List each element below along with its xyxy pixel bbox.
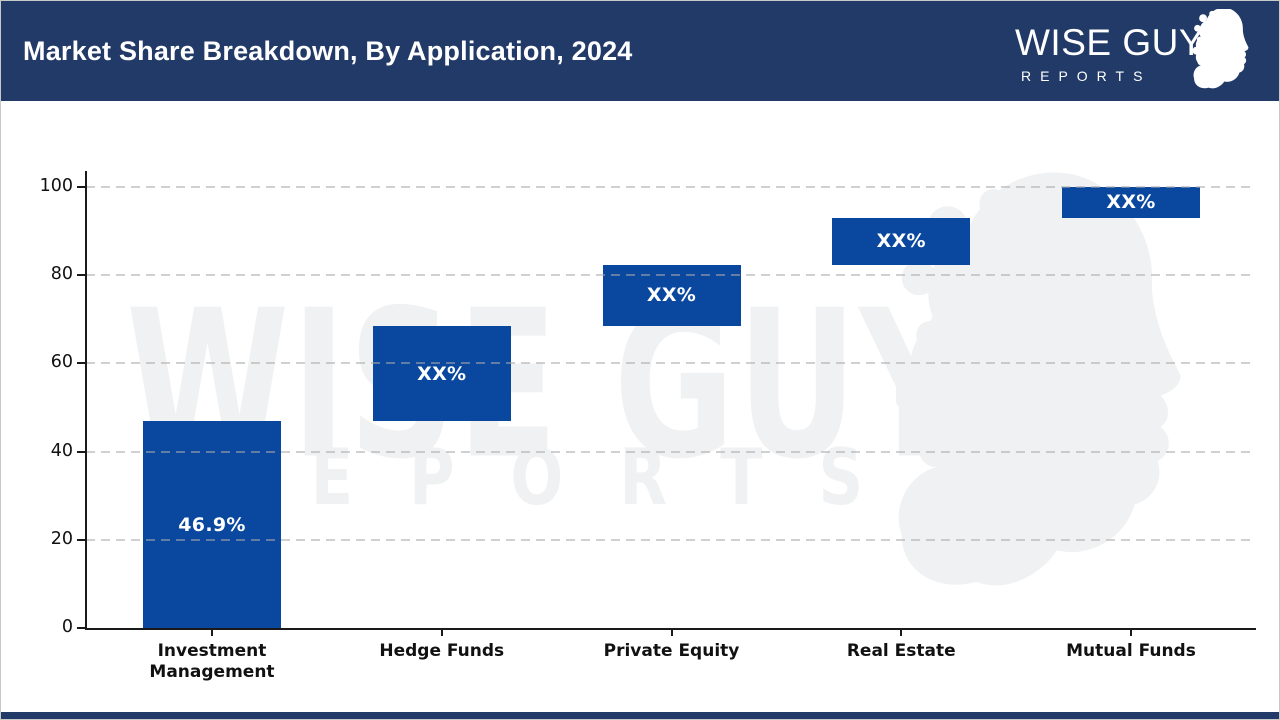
wiseguy-logo: WISE GUY REPORTS [1015,9,1249,89]
y-tick-40 [77,450,85,453]
x-tick [211,629,213,636]
y-tick-60 [77,362,85,365]
category-label: Real Estate [846,641,956,661]
bar-segment: XX% [832,217,971,265]
category-label: Investment Management [149,641,275,682]
gridline-100 [86,186,1254,188]
category-label: Private Equity [603,641,740,661]
bar-value-label: XX% [1106,191,1156,214]
bar-value-label: XX% [417,362,467,385]
y-tick-label-40: 40 [50,440,73,461]
y-tick-80 [77,274,85,277]
gridline-60 [86,362,1254,365]
gridline-40 [86,450,1254,453]
x-tick [900,629,903,636]
x-tick [440,629,443,636]
x-axis [85,628,1256,630]
y-tick-label-80: 80 [50,264,73,285]
x-tick [1130,629,1132,636]
y-tick-label-60: 60 [50,352,73,373]
gridline-80 [86,274,1254,277]
bar-value-label: 46.9% [178,513,246,536]
bar-value-label: XX% [646,284,697,307]
x-tick [670,629,673,636]
category-label: Hedge Funds [379,641,505,661]
y-tick-20 [77,538,85,541]
y-tick-label-20: 20 [50,528,73,549]
y-tick-0 [77,627,85,629]
header: Market Share Breakdown, By Application, … [1,1,1279,101]
logo-secondary-text: REPORTS [1021,68,1151,84]
bar-segment: XX% [372,326,511,422]
y-tick-label-0: 0 [61,617,73,637]
gridline-20 [86,538,1254,541]
y-tick-100 [77,186,85,188]
logo-primary-text: WISE GUY [1015,22,1204,63]
dotted-face-icon [1192,9,1249,89]
page-title: Market Share Breakdown, By Application, … [23,35,633,66]
bar-segment: XX% [1062,187,1200,218]
y-tick-label-100: 100 [39,176,73,196]
footer-bar [1,712,1279,719]
y-axis [85,171,87,630]
bar-segment: 46.9% [143,421,281,628]
category-label: Mutual Funds [1066,641,1196,661]
bar-value-label: XX% [876,230,926,253]
